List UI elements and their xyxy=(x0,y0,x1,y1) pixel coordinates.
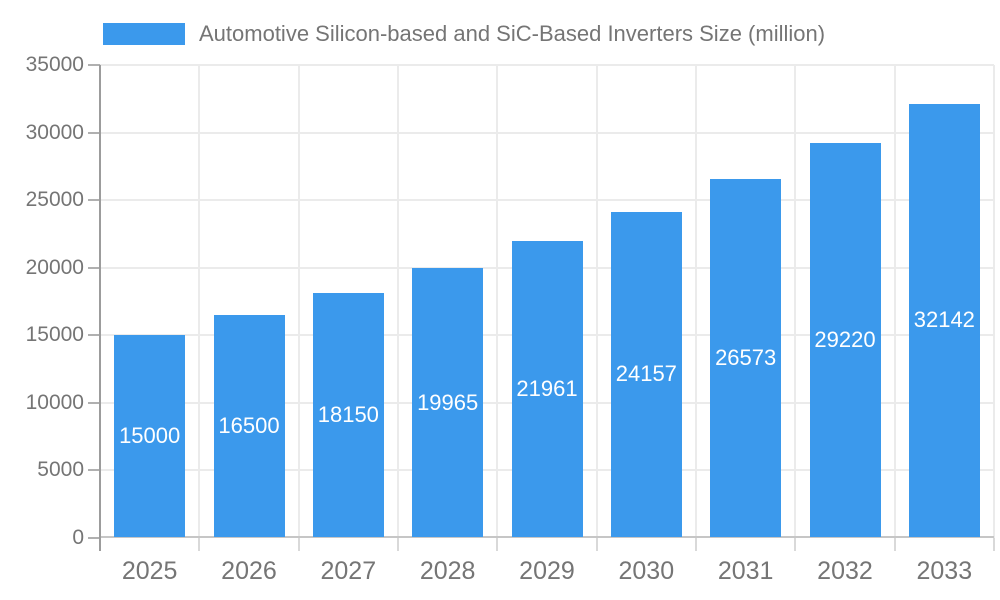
y-axis-label-35000: 35000 xyxy=(25,53,84,76)
bar-2031[interactable]: 26573 xyxy=(710,178,782,537)
bar-value-label-2028: 19965 xyxy=(417,389,479,415)
x-axis-label-2031: 2031 xyxy=(717,557,774,585)
gridline-vertical-8 xyxy=(893,65,896,538)
y-axis-tick-30000 xyxy=(88,131,100,134)
y-axis-tick-10000 xyxy=(88,401,100,404)
bar-2025[interactable]: 15000 xyxy=(114,335,186,537)
gridline-vertical-5 xyxy=(595,65,598,538)
y-axis-tick-15000 xyxy=(88,334,100,337)
gridline-vertical-3 xyxy=(397,65,399,538)
x-axis-label-2028: 2028 xyxy=(419,557,476,585)
y-axis-label-5000: 5000 xyxy=(37,458,84,482)
y-axis-tick-0 xyxy=(88,537,100,539)
bar-value-label-2030: 24157 xyxy=(615,361,677,387)
gridline-horizontal-35000 xyxy=(100,64,994,66)
y-axis-label-15000: 15000 xyxy=(25,323,84,347)
x-axis-tick-6 xyxy=(695,538,697,551)
x-axis-label-2030: 2030 xyxy=(618,557,675,585)
y-axis-tick-25000 xyxy=(88,199,100,202)
legend-swatch xyxy=(103,23,185,45)
y-axis-label-0: 0 xyxy=(72,526,84,549)
bar-2027[interactable]: 18150 xyxy=(312,292,384,537)
bar-value-label-2031: 26573 xyxy=(715,344,777,370)
x-axis-label-2025: 2025 xyxy=(121,557,178,585)
y-axis-label-10000: 10000 xyxy=(25,390,84,414)
y-axis-line xyxy=(99,65,101,551)
x-axis-tick-1 xyxy=(198,538,201,551)
gridline-vertical-4 xyxy=(496,65,499,538)
y-axis-tick-20000 xyxy=(88,266,100,269)
x-axis-tick-8 xyxy=(893,538,896,551)
bar-2026[interactable]: 16500 xyxy=(213,315,285,537)
x-axis-label-2033: 2033 xyxy=(916,557,973,585)
bar-value-label-2027: 18150 xyxy=(317,401,379,427)
y-axis-label-20000: 20000 xyxy=(25,255,84,279)
legend-label: Automotive Silicon-based and SiC-Based I… xyxy=(199,21,826,46)
x-axis-tick-7 xyxy=(794,538,797,551)
bar-value-label-2026: 16500 xyxy=(218,412,280,438)
x-axis-label-2029: 2029 xyxy=(519,557,575,585)
x-axis-tick-9 xyxy=(993,538,995,551)
x-axis-line xyxy=(100,536,994,538)
bar-value-label-2033: 32142 xyxy=(913,307,975,333)
legend-item[interactable]: Automotive Silicon-based and SiC-Based I… xyxy=(103,21,825,47)
x-axis-tick-2 xyxy=(297,538,300,551)
bar-2030[interactable]: 24157 xyxy=(610,211,682,537)
bar-2029[interactable]: 21961 xyxy=(511,241,583,537)
y-axis-tick-5000 xyxy=(88,469,100,472)
gridline-vertical-7 xyxy=(794,65,797,538)
x-axis-tick-5 xyxy=(595,538,598,551)
gridline-vertical-1 xyxy=(198,65,201,538)
bar-2033[interactable]: 32142 xyxy=(908,103,980,537)
x-axis-label-2032: 2032 xyxy=(817,557,873,585)
bar-value-label-2029: 21961 xyxy=(516,376,578,402)
x-axis-tick-4 xyxy=(496,538,499,551)
gridline-horizontal-25000 xyxy=(100,199,994,202)
gridline-horizontal-30000 xyxy=(100,131,994,134)
y-axis-tick-35000 xyxy=(88,64,100,66)
bar-value-label-2032: 29220 xyxy=(814,327,876,353)
y-axis-label-25000: 25000 xyxy=(25,188,84,212)
x-axis-label-2026: 2026 xyxy=(221,557,277,585)
x-axis-label-2027: 2027 xyxy=(320,557,377,585)
gridline-vertical-9 xyxy=(993,65,995,538)
bar-value-label-2025: 15000 xyxy=(119,423,181,449)
gridline-vertical-2 xyxy=(297,65,300,538)
y-axis-label-30000: 30000 xyxy=(25,120,84,144)
bar-2028[interactable]: 19965 xyxy=(412,268,484,537)
x-axis-tick-3 xyxy=(397,538,399,551)
bar-2032[interactable]: 29220 xyxy=(809,143,881,537)
gridline-vertical-6 xyxy=(695,65,697,538)
